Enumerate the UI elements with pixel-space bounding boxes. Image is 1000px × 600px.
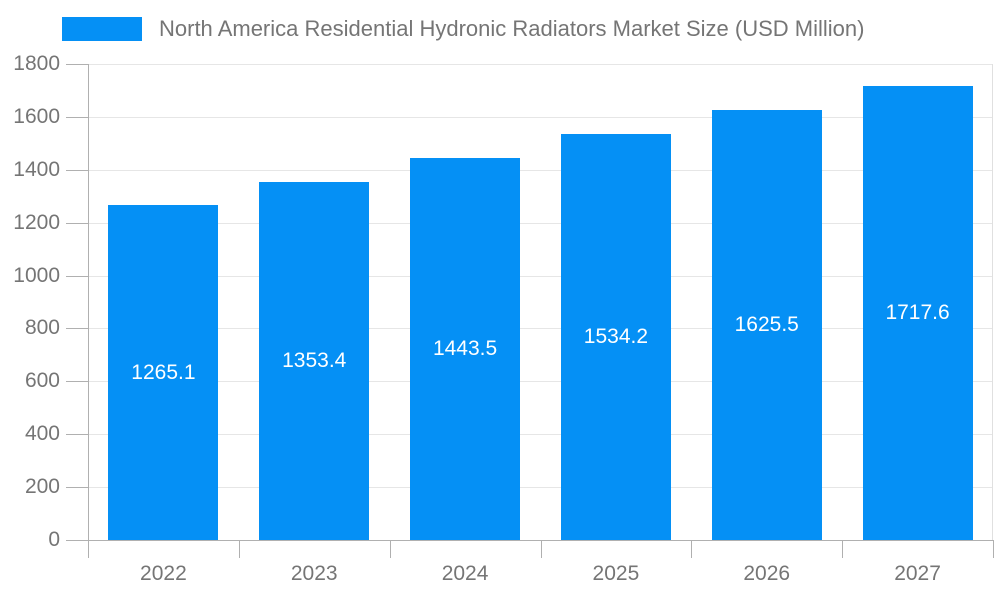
bar[interactable]: 1265.1 bbox=[108, 205, 219, 540]
y-axis-tick bbox=[66, 275, 88, 277]
y-axis-tick bbox=[66, 222, 88, 224]
y-axis-tick bbox=[66, 540, 88, 541]
bar-value-label: 1625.5 bbox=[734, 313, 799, 337]
y-tick-label: 200 bbox=[24, 475, 60, 499]
bar-value-label: 1265.1 bbox=[131, 360, 196, 384]
y-axis-tick bbox=[66, 487, 88, 489]
gridline bbox=[88, 222, 993, 224]
gridline bbox=[88, 275, 993, 277]
bar[interactable]: 1625.5 bbox=[711, 110, 822, 540]
x-axis-tick bbox=[691, 540, 693, 558]
y-tick-label: 600 bbox=[24, 369, 60, 393]
gridline bbox=[88, 116, 993, 118]
bar-value-label: 1534.2 bbox=[583, 325, 649, 349]
y-tick-label: 0 bbox=[48, 528, 60, 551]
gridline bbox=[88, 381, 993, 383]
y-axis-tick bbox=[66, 381, 88, 383]
bar[interactable]: 1443.5 bbox=[410, 158, 521, 540]
gridline bbox=[88, 64, 993, 65]
gridline bbox=[88, 169, 993, 171]
plot-area: 0 200 400 600 800 1000 1200 1400 1600 1800 1265.1 2… bbox=[13, 53, 994, 585]
chart-legend[interactable]: North America Residential Hydronic Radia… bbox=[62, 16, 864, 42]
x-tick-label: 2027 bbox=[894, 562, 941, 585]
x-tick-label: 2022 bbox=[140, 562, 187, 585]
x-tick-label: 2023 bbox=[290, 562, 338, 585]
x-axis-tick bbox=[842, 540, 844, 558]
y-axis-tick bbox=[66, 328, 88, 330]
y-axis-tick bbox=[66, 169, 88, 171]
bar[interactable]: 1717.6 bbox=[862, 85, 973, 540]
y-tick-label: 1600 bbox=[13, 104, 60, 128]
x-axis-tick bbox=[238, 540, 240, 558]
y-tick-label: 800 bbox=[24, 316, 60, 340]
x-tick-label: 2024 bbox=[441, 562, 489, 585]
bar[interactable]: 1353.4 bbox=[259, 182, 370, 540]
y-axis-line bbox=[88, 64, 89, 558]
x-tick-label: 2026 bbox=[743, 562, 791, 585]
legend-swatch bbox=[62, 17, 142, 41]
bar-value-label: 1353.4 bbox=[282, 349, 347, 373]
y-tick-label: 1200 bbox=[13, 210, 60, 234]
y-tick-label: 1000 bbox=[13, 263, 60, 287]
plot-right-border bbox=[992, 64, 993, 540]
legend-label: North America Residential Hydronic Radia… bbox=[159, 16, 865, 41]
x-axis-tick bbox=[88, 540, 89, 558]
bar-value-label: 1443.5 bbox=[432, 337, 498, 361]
y-tick-label: 400 bbox=[24, 422, 60, 446]
bar-value-label: 1717.6 bbox=[885, 300, 950, 324]
gridline bbox=[88, 434, 993, 436]
bar[interactable]: 1534.2 bbox=[560, 134, 671, 540]
gridline bbox=[88, 328, 993, 330]
y-axis-tick bbox=[66, 116, 88, 118]
y-axis-tick bbox=[66, 434, 88, 436]
x-tick-label: 2025 bbox=[592, 562, 640, 585]
x-axis-tick bbox=[540, 540, 542, 558]
y-tick-label: 1800 bbox=[13, 52, 60, 75]
x-axis-tick bbox=[993, 540, 994, 558]
y-tick-label: 1400 bbox=[13, 157, 60, 181]
x-axis-tick bbox=[389, 540, 391, 558]
gridline bbox=[88, 487, 993, 489]
y-axis-tick bbox=[66, 64, 88, 65]
